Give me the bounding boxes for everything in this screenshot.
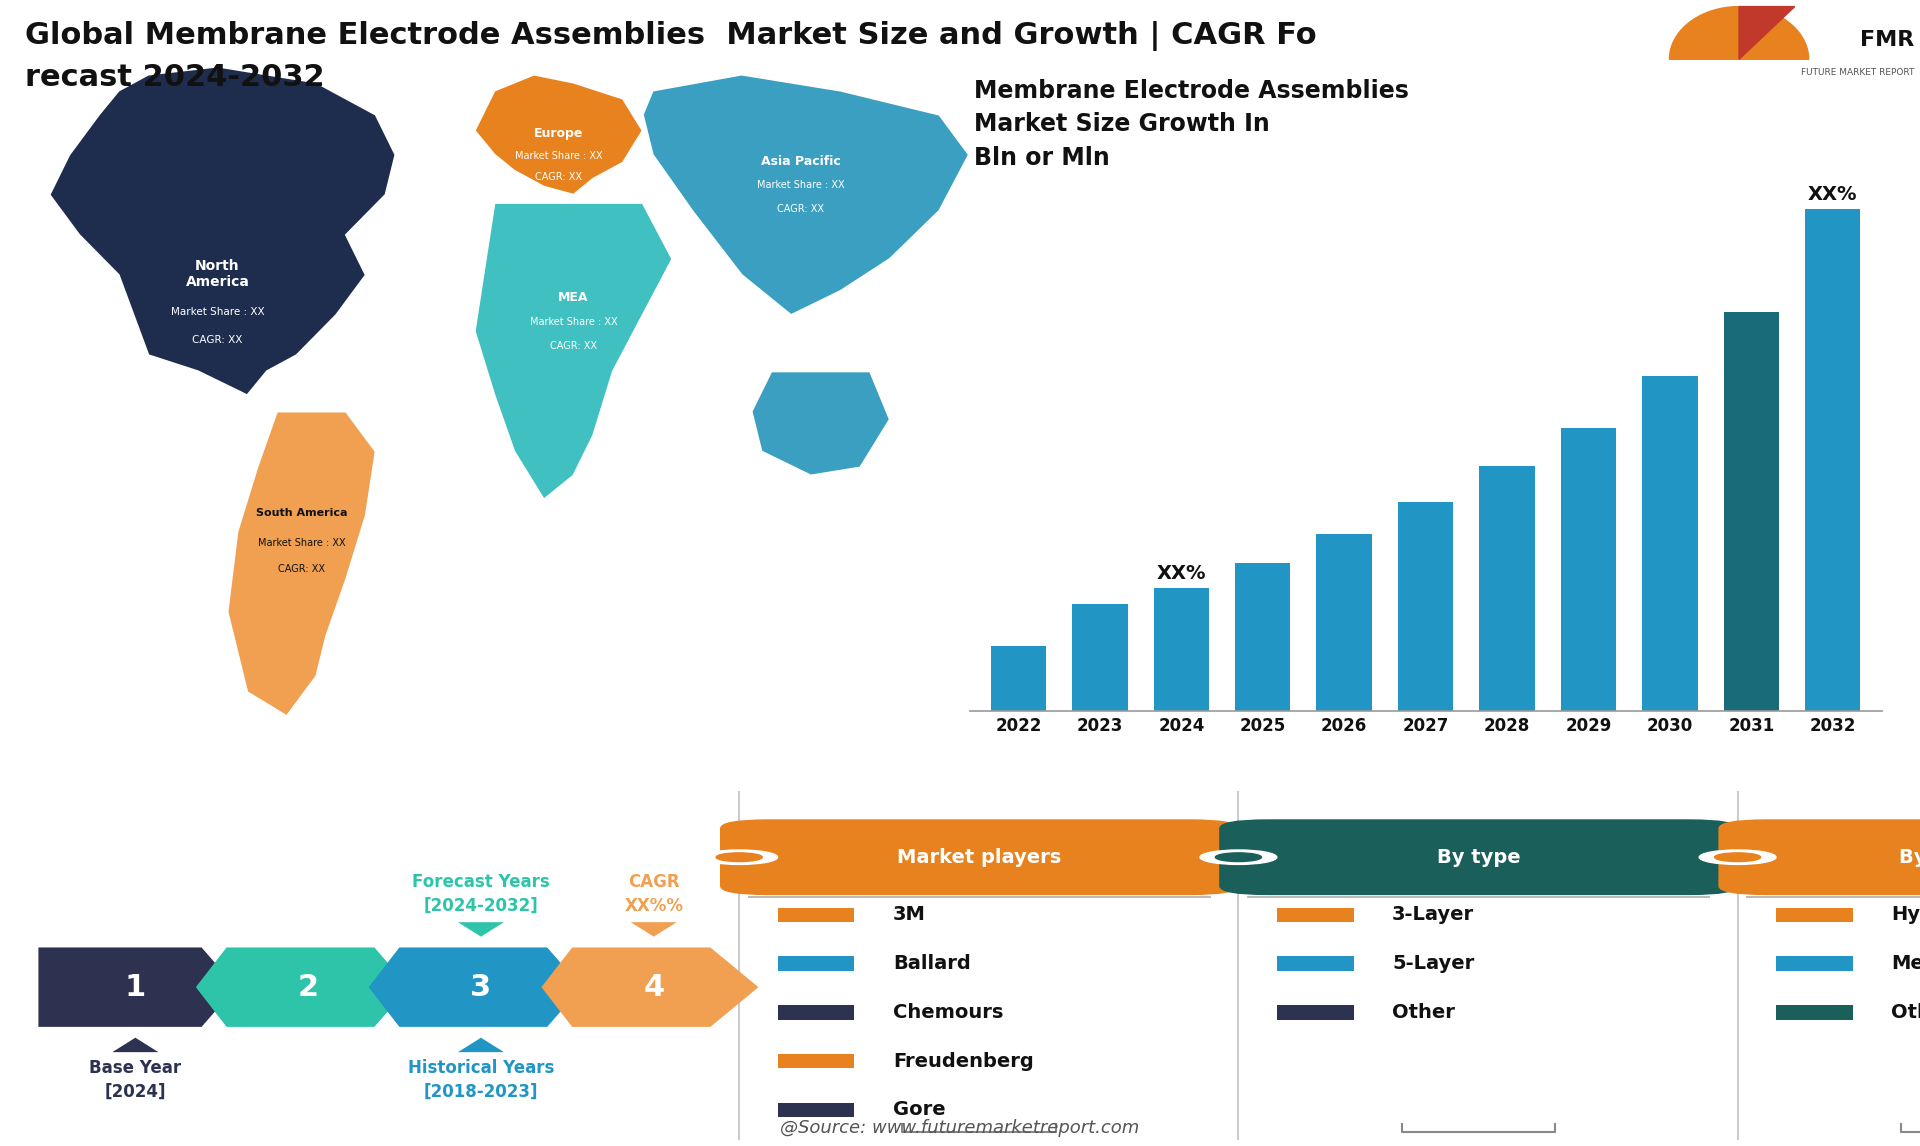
Bar xyxy=(1478,466,1534,711)
Text: MEA: MEA xyxy=(559,291,589,304)
Text: 3: 3 xyxy=(470,973,492,1002)
Polygon shape xyxy=(474,74,643,195)
FancyBboxPatch shape xyxy=(1718,819,1920,895)
Circle shape xyxy=(1200,850,1277,864)
Text: 1: 1 xyxy=(125,973,146,1002)
Bar xyxy=(1561,427,1617,711)
FancyBboxPatch shape xyxy=(778,908,854,923)
Text: XX%: XX% xyxy=(1809,185,1857,204)
FancyBboxPatch shape xyxy=(1776,908,1853,923)
Text: Market Share : XX: Market Share : XX xyxy=(171,307,265,317)
FancyBboxPatch shape xyxy=(1277,908,1354,923)
Circle shape xyxy=(1699,850,1776,864)
Text: Chemours: Chemours xyxy=(893,1003,1002,1022)
Polygon shape xyxy=(643,74,970,315)
Polygon shape xyxy=(38,948,236,1027)
FancyBboxPatch shape xyxy=(1776,957,1853,971)
Circle shape xyxy=(1215,853,1261,862)
Text: Other: Other xyxy=(1392,1003,1455,1022)
Text: Market Share : XX: Market Share : XX xyxy=(515,151,603,160)
Polygon shape xyxy=(111,1038,157,1052)
Bar xyxy=(1154,588,1210,711)
Polygon shape xyxy=(751,371,891,476)
Circle shape xyxy=(701,850,778,864)
Text: 2: 2 xyxy=(298,973,319,1002)
Text: Market Share : XX: Market Share : XX xyxy=(756,180,845,190)
Text: 3-Layer: 3-Layer xyxy=(1392,905,1475,925)
Text: Others: Others xyxy=(1891,1003,1920,1022)
Text: Forecast Years
[2024-2032]: Forecast Years [2024-2032] xyxy=(413,873,549,915)
FancyBboxPatch shape xyxy=(1219,819,1738,895)
Polygon shape xyxy=(474,203,672,500)
Text: South America: South America xyxy=(255,508,348,518)
Text: Membrane Electrode Assemblies
Market Size Growth In
Bln or Mln: Membrane Electrode Assemblies Market Siz… xyxy=(973,79,1409,170)
Bar xyxy=(1805,209,1860,711)
Text: CAGR
XX%%: CAGR XX%% xyxy=(624,873,684,915)
Text: By application: By application xyxy=(1899,848,1920,866)
FancyBboxPatch shape xyxy=(778,1005,854,1020)
Text: Methanol: Methanol xyxy=(1891,955,1920,973)
Text: XX%: XX% xyxy=(1156,564,1206,583)
Text: CAGR: XX: CAGR: XX xyxy=(278,564,324,574)
Bar xyxy=(1235,563,1290,711)
FancyBboxPatch shape xyxy=(1277,957,1354,971)
Circle shape xyxy=(716,853,762,862)
Polygon shape xyxy=(459,923,503,936)
Text: CAGR: XX: CAGR: XX xyxy=(549,340,597,351)
Text: Asia Pacific: Asia Pacific xyxy=(760,155,841,167)
Text: 5-Layer: 5-Layer xyxy=(1392,955,1475,973)
Bar xyxy=(1317,534,1373,711)
Text: Ballard: Ballard xyxy=(893,955,970,973)
Bar xyxy=(1398,502,1453,711)
Bar xyxy=(1071,604,1127,711)
FancyBboxPatch shape xyxy=(778,1102,854,1117)
FancyBboxPatch shape xyxy=(778,1054,854,1068)
Text: Gore: Gore xyxy=(893,1100,945,1120)
FancyBboxPatch shape xyxy=(1277,1005,1354,1020)
Polygon shape xyxy=(541,948,758,1027)
Text: recast 2024-2032: recast 2024-2032 xyxy=(25,63,324,92)
Polygon shape xyxy=(630,923,676,936)
Text: 4: 4 xyxy=(643,973,664,1002)
Text: FMR: FMR xyxy=(1860,30,1914,49)
Polygon shape xyxy=(196,948,409,1027)
Text: CAGR: XX: CAGR: XX xyxy=(192,336,242,345)
Text: Global Membrane Electrode Assemblies  Market Size and Growth | CAGR Fo: Global Membrane Electrode Assemblies Mar… xyxy=(25,21,1317,50)
FancyBboxPatch shape xyxy=(720,819,1238,895)
Bar xyxy=(991,646,1046,711)
Text: Base Year
[2024]: Base Year [2024] xyxy=(90,1059,180,1101)
Text: Hydrogen: Hydrogen xyxy=(1891,905,1920,925)
Polygon shape xyxy=(1668,7,1809,60)
Bar xyxy=(1724,312,1780,711)
Text: North
America: North America xyxy=(186,259,250,289)
Text: Historical Years
[2018-2023]: Historical Years [2018-2023] xyxy=(407,1059,555,1101)
Text: Market players: Market players xyxy=(897,848,1062,866)
Text: CAGR: XX: CAGR: XX xyxy=(778,204,824,214)
Text: Market Share : XX: Market Share : XX xyxy=(530,316,618,327)
Text: @Source: www.futuremarketreport.com: @Source: www.futuremarketreport.com xyxy=(780,1118,1140,1137)
Text: 3M: 3M xyxy=(893,905,925,925)
Bar xyxy=(1642,376,1697,711)
Polygon shape xyxy=(227,411,376,716)
Text: By type: By type xyxy=(1436,848,1521,866)
Polygon shape xyxy=(459,1038,503,1052)
Text: Freudenberg: Freudenberg xyxy=(893,1052,1033,1070)
Text: Europe: Europe xyxy=(534,127,584,140)
Polygon shape xyxy=(369,948,582,1027)
Polygon shape xyxy=(50,66,396,395)
Polygon shape xyxy=(1740,7,1795,60)
Text: FUTURE MARKET REPORT: FUTURE MARKET REPORT xyxy=(1801,68,1914,77)
FancyBboxPatch shape xyxy=(1776,1005,1853,1020)
FancyBboxPatch shape xyxy=(778,957,854,971)
Circle shape xyxy=(1715,853,1761,862)
Text: Market Share : XX: Market Share : XX xyxy=(257,539,346,548)
Text: CAGR: XX: CAGR: XX xyxy=(536,172,582,182)
